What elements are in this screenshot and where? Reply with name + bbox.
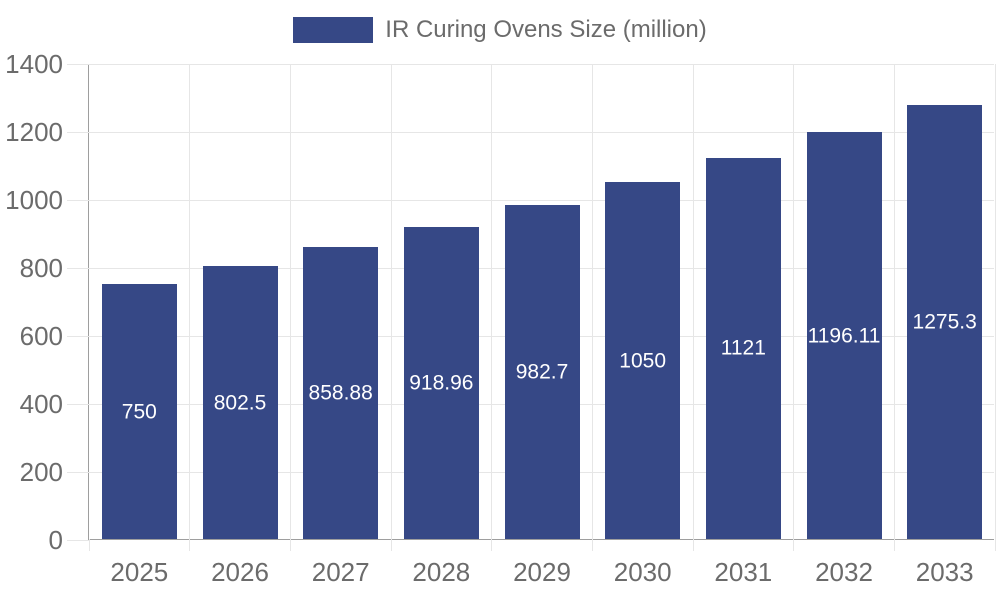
bar-value-label: 918.96 [409, 371, 474, 395]
x-axis-label: 2031 [714, 557, 773, 587]
bar[interactable]: 1121 [705, 157, 781, 539]
y-axis-tick [67, 63, 89, 65]
bar-value-label: 858.88 [308, 381, 373, 405]
y-axis-label: 400 [19, 389, 63, 419]
v-gridline [893, 64, 895, 539]
y-axis-label: 1400 [5, 49, 63, 79]
bar[interactable]: 918.96 [403, 226, 479, 539]
x-axis-tick [591, 539, 593, 551]
v-gridline [793, 64, 795, 539]
bar-value-label: 1196.11 [807, 324, 881, 348]
v-gridline [189, 64, 191, 539]
x-axis-tick [793, 539, 795, 551]
v-gridline [591, 64, 593, 539]
x-axis-tick [692, 539, 694, 551]
y-axis-label: 800 [19, 253, 63, 283]
legend: IR Curing Ovens Size (million) [0, 16, 1000, 44]
legend-swatch[interactable] [293, 17, 374, 43]
x-axis-label: 2028 [412, 557, 471, 587]
plot-area: 0 200 400 600 800 1000 1200 1400 750 2025 802.5 202… [5, 51, 996, 585]
bar-value-label: 802.5 [213, 391, 267, 415]
bar[interactable]: 1196.11 [806, 132, 882, 539]
y-axis-tick [67, 131, 89, 133]
v-gridline [994, 64, 996, 539]
x-axis-label: 2027 [311, 557, 370, 587]
bar[interactable]: 982.7 [504, 204, 580, 539]
y-axis-tick [67, 471, 89, 473]
x-axis-tick [390, 539, 392, 551]
bar[interactable]: 1275.3 [907, 105, 983, 539]
bar-value-label: 750 [121, 400, 157, 423]
h-gridline [89, 199, 994, 201]
y-axis-tick [67, 199, 89, 201]
x-axis-label: 2029 [513, 557, 571, 587]
v-gridline [491, 64, 493, 539]
bar-value-label: 1050 [619, 349, 667, 372]
x-axis-label: 2032 [815, 557, 873, 587]
x-axis-tick [289, 539, 291, 551]
x-axis-tick [189, 539, 191, 551]
bar[interactable]: 802.5 [202, 266, 278, 539]
legend-label[interactable]: IR Curing Ovens Size (million) [385, 16, 707, 43]
x-axis-tick [893, 539, 895, 551]
y-axis-tick [67, 267, 89, 269]
x-axis-label: 2025 [110, 557, 169, 587]
y-axis-label: 1200 [5, 117, 63, 147]
bar-value-label: 982.7 [515, 360, 569, 384]
x-axis-tick [994, 539, 996, 551]
x-axis-tick [491, 539, 493, 551]
y-axis-label: 600 [19, 321, 63, 351]
bar-value-label: 1121 [720, 336, 766, 360]
x-axis-label: 2026 [211, 557, 269, 587]
h-gridline [89, 131, 994, 133]
bar-value-label: 1275.3 [912, 310, 977, 334]
y-axis-label: 200 [19, 457, 63, 487]
v-gridline [390, 64, 392, 539]
x-axis-label: 2030 [613, 557, 672, 587]
y-axis-tick [67, 335, 89, 337]
v-gridline [289, 64, 291, 539]
y-axis-tick [67, 539, 89, 541]
y-axis-label: 1000 [5, 185, 63, 215]
v-gridline [692, 64, 694, 539]
h-gridline [89, 63, 994, 65]
bar[interactable]: 750 [101, 284, 177, 539]
bar[interactable]: 858.88 [303, 246, 379, 539]
y-axis-tick [67, 403, 89, 405]
x-axis-tick [88, 539, 90, 551]
x-axis-label: 2033 [915, 557, 974, 587]
y-axis-label: 0 [48, 525, 63, 555]
bar[interactable]: 1050 [605, 182, 681, 539]
